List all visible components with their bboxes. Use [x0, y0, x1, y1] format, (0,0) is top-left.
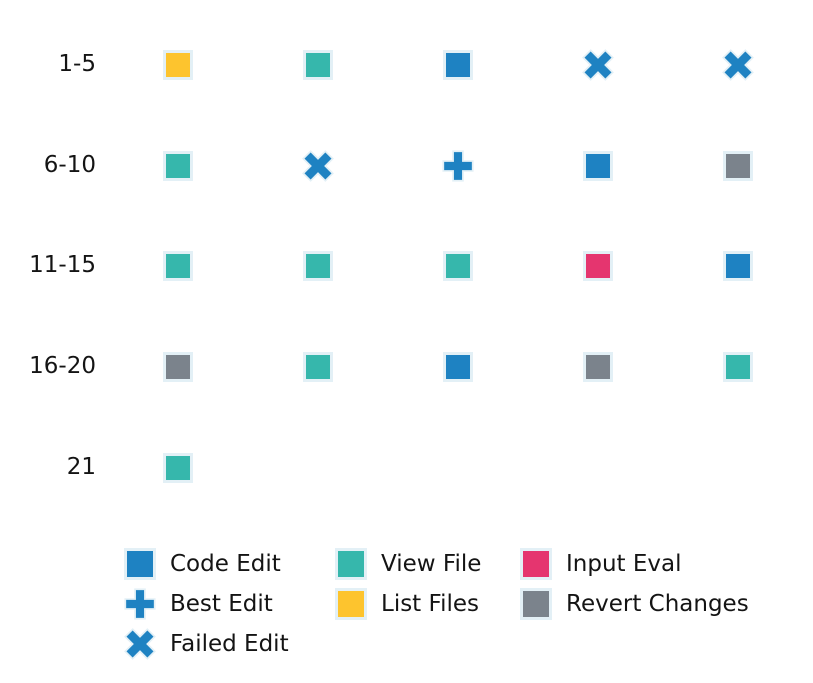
marker-view-file — [723, 352, 753, 382]
row-label: 6-10 — [43, 152, 96, 179]
legend-item-failed-edit: Failed Edit — [124, 628, 335, 660]
legend-item-best-edit: Best Edit — [124, 588, 335, 620]
code-edit-swatch — [124, 548, 156, 580]
marker-view-file — [443, 251, 473, 281]
marker-view-file — [163, 151, 193, 181]
row-label: 11-15 — [29, 252, 96, 279]
revert-changes-swatch — [520, 588, 552, 620]
legend-item-code-edit: Code Edit — [124, 548, 335, 580]
legend-label: Revert Changes — [566, 590, 749, 617]
marker-best-edit — [442, 150, 474, 182]
marker-list-files — [163, 50, 193, 80]
legend-item-list-files: List Files — [335, 588, 520, 620]
marker-code-edit — [443, 50, 473, 80]
row-label: 16-20 — [29, 353, 96, 380]
marker-code-edit — [443, 352, 473, 382]
list-files-swatch — [335, 588, 367, 620]
marker-revert-changes — [583, 352, 613, 382]
marker-view-file — [163, 453, 193, 483]
row-label: 21 — [66, 454, 96, 481]
view-file-swatch — [335, 548, 367, 580]
marker-revert-changes — [723, 151, 753, 181]
row-label: 1-5 — [58, 51, 96, 78]
legend-item-view-file: View File — [335, 548, 520, 580]
marker-code-edit — [723, 251, 753, 281]
legend-item-revert-changes: Revert Changes — [520, 588, 749, 620]
legend-item-input-eval: Input Eval — [520, 548, 749, 580]
legend-label: Failed Edit — [170, 630, 289, 657]
legend-label: View File — [381, 550, 482, 577]
marker-failed-edit — [582, 49, 614, 81]
marker-view-file — [163, 251, 193, 281]
input-eval-swatch — [520, 548, 552, 580]
marker-code-edit — [583, 151, 613, 181]
marker-view-file — [303, 50, 333, 80]
marker-view-file — [303, 251, 333, 281]
legend-label: Input Eval — [566, 550, 682, 577]
marker-failed-edit — [722, 49, 754, 81]
legend-label: List Files — [381, 590, 479, 617]
legend-label: Best Edit — [170, 590, 273, 617]
best-edit-plus-icon — [124, 588, 156, 620]
marker-input-eval — [583, 251, 613, 281]
legend: Code Edit View File Input Eval Best Edit… — [124, 544, 749, 664]
marker-failed-edit — [302, 150, 334, 182]
failed-edit-x-icon — [124, 628, 156, 660]
legend-label: Code Edit — [170, 550, 281, 577]
marker-view-file — [303, 352, 333, 382]
marker-revert-changes — [163, 352, 193, 382]
